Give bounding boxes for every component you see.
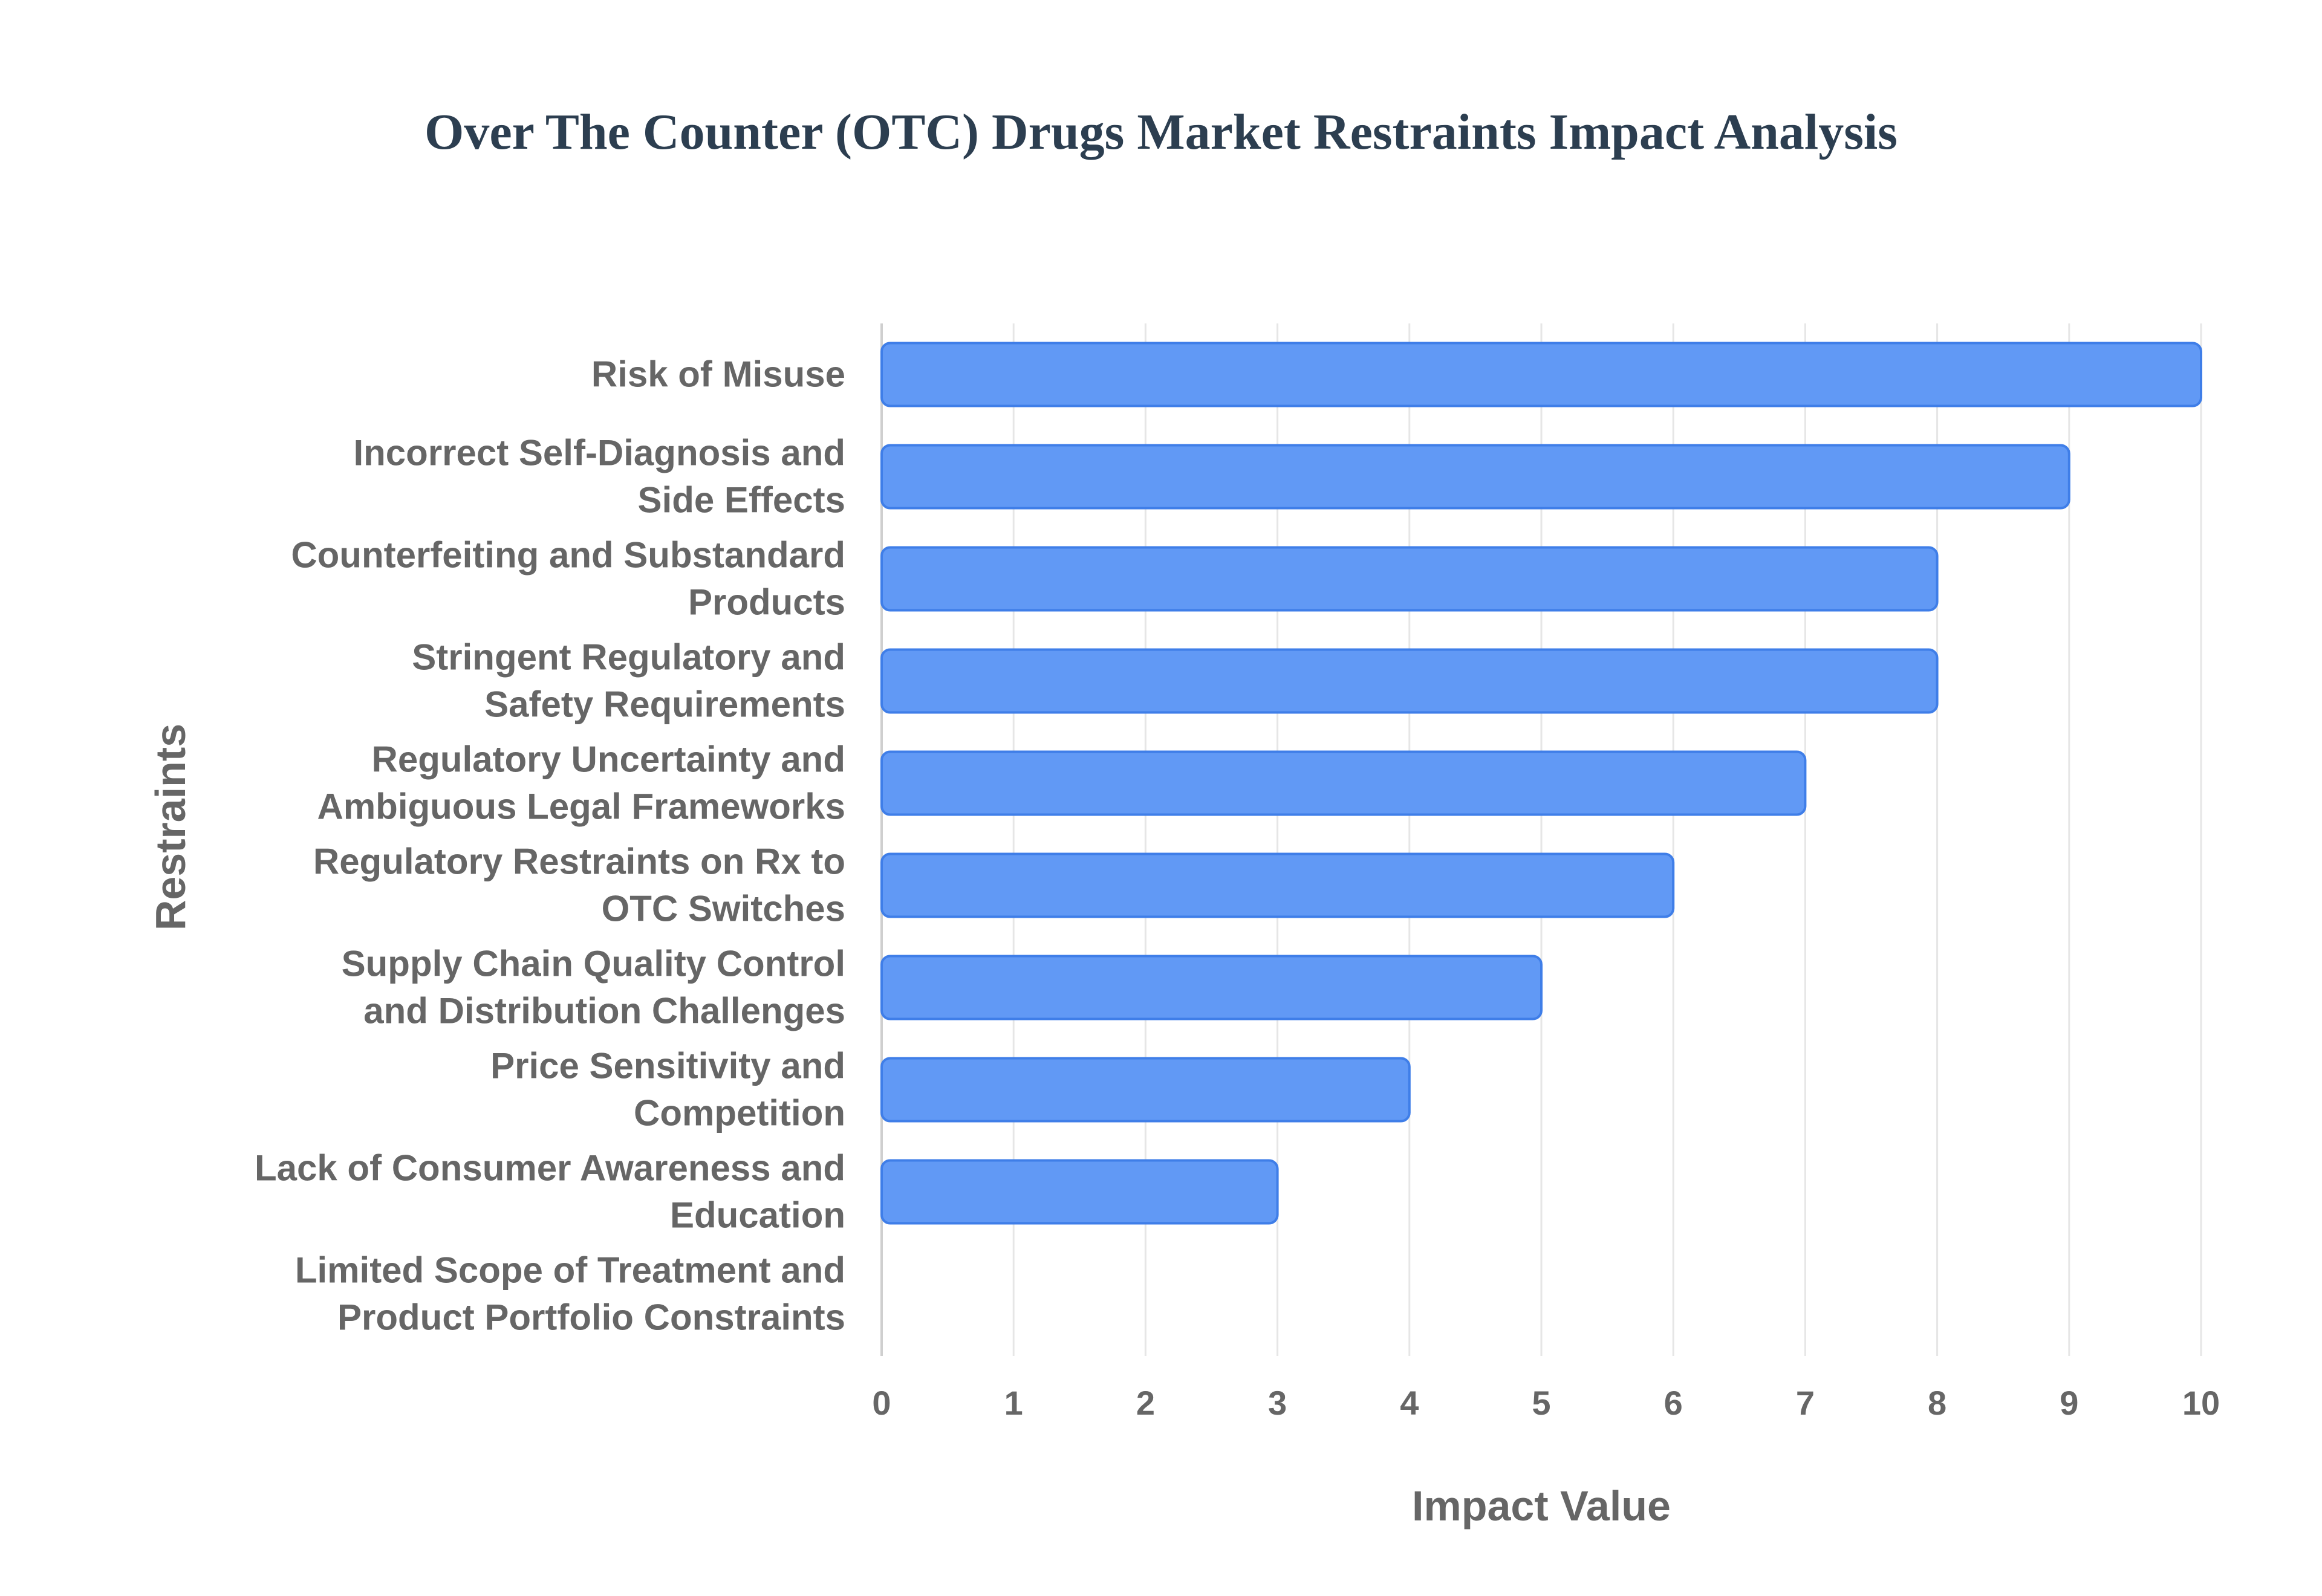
x-tick-label: 10 <box>2182 1384 2220 1422</box>
category-label: Regulatory Uncertainty and <box>372 739 846 780</box>
category-label: Ambiguous Legal Frameworks <box>317 787 845 827</box>
bar <box>880 1057 1411 1123</box>
category-label: Incorrect Self-Diagnosis and <box>353 433 845 473</box>
bar <box>880 1159 1279 1225</box>
chart-title: Over The Counter (OTC) Drugs Market Rest… <box>424 104 1898 160</box>
x-tick-label: 3 <box>1268 1384 1287 1422</box>
x-tick-label: 6 <box>1664 1384 1683 1422</box>
x-tick-label: 5 <box>1532 1384 1550 1422</box>
category-label: Lack of Consumer Awareness and <box>255 1148 845 1189</box>
bar <box>880 852 1675 918</box>
bar <box>880 444 2070 510</box>
x-tick-label: 8 <box>1928 1384 1946 1422</box>
x-tick-label: 7 <box>1796 1384 1815 1422</box>
category-label: Products <box>688 582 845 623</box>
category-label: Regulatory Restraints on Rx to <box>313 842 845 882</box>
category-labels: Risk of Misuse Incorrect Self-Diagnosis a… <box>255 354 845 1338</box>
bar <box>880 955 1543 1020</box>
bar <box>880 750 1807 816</box>
category-label: Price Sensitivity and <box>490 1046 845 1086</box>
category-label: Limited Scope of Treatment and <box>295 1250 845 1291</box>
category-label: Safety Requirements <box>484 684 845 725</box>
category-label: Competition <box>634 1093 845 1134</box>
category-label: Counterfeiting and Substandard <box>291 535 845 576</box>
x-axis-title: Impact Value <box>1412 1482 1671 1529</box>
category-label: Stringent Regulatory and <box>412 637 845 678</box>
bar <box>880 546 1939 612</box>
x-tick-label: 1 <box>1004 1384 1023 1422</box>
x-tick-label: 4 <box>1400 1384 1419 1422</box>
category-label: Risk of Misuse <box>591 354 845 395</box>
x-tick-label: 2 <box>1136 1384 1155 1422</box>
x-tick-label: 0 <box>872 1384 891 1422</box>
category-label: Supply Chain Quality Control <box>342 944 845 984</box>
category-label: Side Effects <box>638 480 845 521</box>
bar <box>880 648 1939 714</box>
x-tick-labels: 0 1 2 3 4 5 6 7 8 9 10 <box>872 1384 2220 1422</box>
category-label: Education <box>670 1195 845 1236</box>
bar <box>880 342 2202 407</box>
category-label: Product Portfolio Constraints <box>337 1297 845 1338</box>
y-axis-title: Restraints <box>147 724 194 930</box>
category-label: and Distribution Challenges <box>363 991 845 1031</box>
category-label: OTC Switches <box>602 889 845 929</box>
bars <box>880 342 2202 1225</box>
x-tick-label: 9 <box>2060 1384 2078 1422</box>
